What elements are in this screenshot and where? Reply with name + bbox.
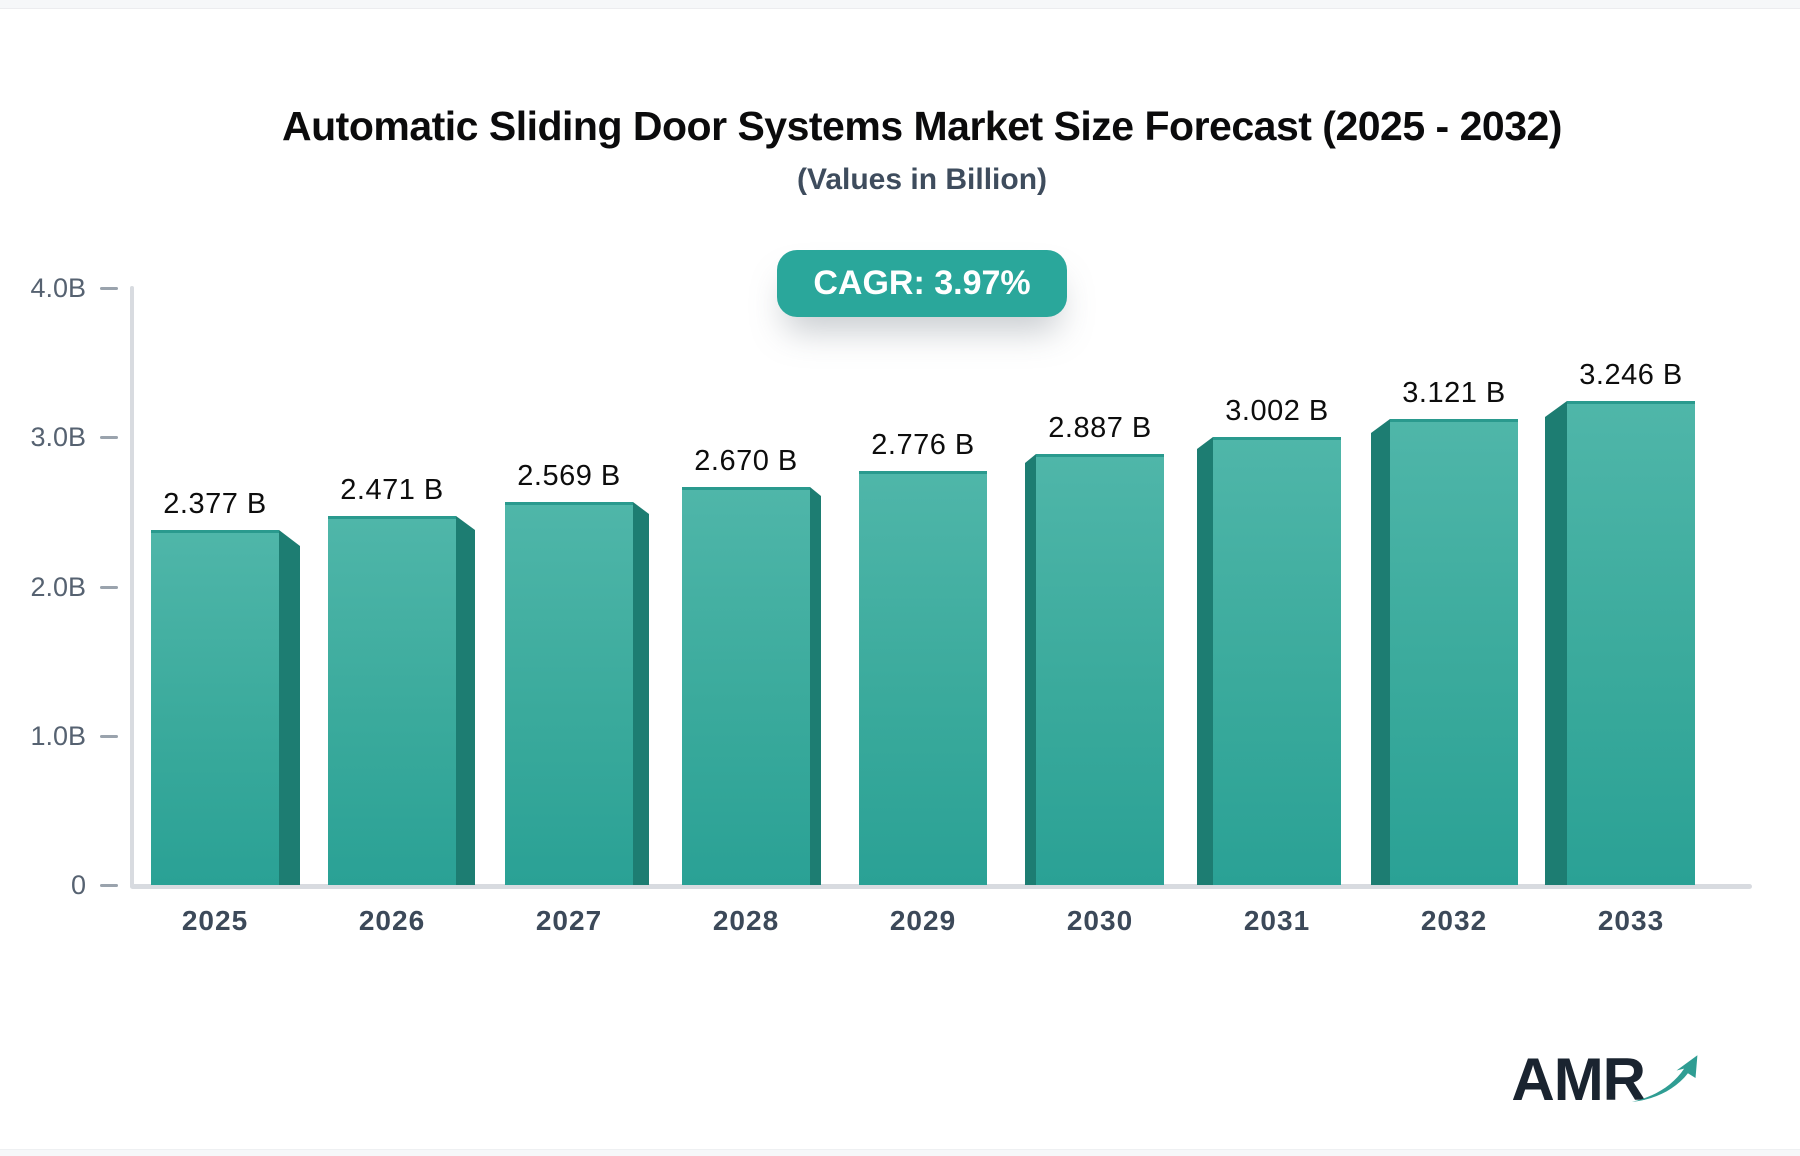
y-axis-tick-label: 1.0B bbox=[30, 720, 86, 751]
bar-front-face bbox=[1213, 437, 1341, 885]
y-axis-tick-mark bbox=[100, 585, 118, 589]
bar-3d-side-face bbox=[1197, 437, 1213, 885]
chart-header: Automatic Sliding Door Systems Market Si… bbox=[0, 102, 1800, 317]
bar-value-label: 2.670 B bbox=[694, 445, 798, 477]
y-axis-tick-mark bbox=[100, 734, 118, 738]
trend-up-arrow-icon bbox=[1631, 1055, 1698, 1102]
page-bottom-strip bbox=[0, 1149, 1800, 1156]
x-axis-category-label: 2026 bbox=[358, 905, 426, 936]
page-top-strip bbox=[0, 0, 1800, 9]
bar-value-label: 3.121 B bbox=[1402, 377, 1506, 409]
amr-logo-text: AMR bbox=[1511, 1046, 1646, 1113]
x-axis-category-label: 2031 bbox=[1243, 905, 1311, 936]
y-axis-tick-mark bbox=[100, 436, 118, 440]
x-axis-category-label: 2025 bbox=[181, 905, 249, 936]
bar-3d-side-face bbox=[279, 530, 300, 885]
chart-subtitle: (Values in Billion) bbox=[796, 163, 1048, 196]
bar-3d-side-face bbox=[810, 487, 821, 885]
x-axis-category-label: 2028 bbox=[712, 905, 780, 936]
bar-value-label: 2.887 B bbox=[1048, 412, 1152, 444]
bar-front-face bbox=[859, 471, 987, 885]
chart-title: Automatic Sliding Door Systems Market Si… bbox=[282, 103, 1562, 149]
bar-front-face bbox=[1390, 419, 1518, 885]
bar-3d-side-face bbox=[633, 502, 649, 885]
bar-value-label: 2.776 B bbox=[871, 429, 975, 461]
x-axis-category-label: 2029 bbox=[889, 905, 957, 936]
bar-2030: 2.887 B 2030 bbox=[1025, 412, 1164, 936]
bar-2033: 3.246 B 2033 bbox=[1545, 359, 1695, 936]
y-axis-line bbox=[130, 286, 134, 888]
bar-value-label: 2.377 B bbox=[163, 488, 267, 520]
x-axis-category-label: 2032 bbox=[1420, 905, 1488, 936]
bar-2031: 3.002 B 2031 bbox=[1197, 395, 1341, 936]
bar-2032: 3.121 B 2032 bbox=[1371, 377, 1518, 936]
bar-3d-side-face bbox=[1371, 419, 1390, 885]
cagr-badge: CAGR: 3.97% bbox=[777, 250, 1067, 317]
bar-value-label: 2.471 B bbox=[340, 474, 444, 506]
bar-front-face bbox=[1036, 454, 1164, 885]
bar-2027: 2.569 B 2027 bbox=[505, 460, 649, 936]
bar-3d-side-face bbox=[1545, 401, 1567, 885]
bar-3d-side-face bbox=[456, 516, 475, 885]
bar-2028: 2.670 B 2028 bbox=[682, 445, 821, 936]
bar-front-face bbox=[151, 530, 279, 885]
bar-front-face bbox=[505, 502, 633, 885]
bar-value-label: 3.246 B bbox=[1579, 359, 1683, 391]
x-axis-category-label: 2030 bbox=[1066, 905, 1134, 936]
bar-3d-side-face bbox=[1025, 454, 1036, 885]
x-axis-baseline bbox=[130, 884, 1752, 889]
y-axis-tick-label: 3.0B bbox=[30, 422, 86, 453]
x-axis-category-label: 2033 bbox=[1597, 905, 1665, 936]
y-axis-tick-mark bbox=[100, 884, 118, 887]
bar-2026: 2.471 B 2026 bbox=[328, 474, 475, 936]
bar-value-label: 2.569 B bbox=[517, 460, 621, 492]
bar-front-face bbox=[682, 487, 810, 885]
y-axis-tick-label: 0 bbox=[70, 870, 86, 900]
bar-2025: 2.377 B 2025 bbox=[151, 488, 300, 936]
y-axis-tick-mark bbox=[100, 287, 118, 290]
x-axis-category-label: 2027 bbox=[535, 905, 603, 936]
bar-2029: 2.776 B 2029 bbox=[859, 429, 987, 936]
amr-logo: AMR bbox=[1511, 1046, 1705, 1113]
bar-front-face bbox=[1567, 401, 1695, 885]
bar-value-label: 3.002 B bbox=[1225, 395, 1329, 427]
y-axis-tick-label: 2.0B bbox=[30, 571, 86, 602]
y-axis-tick-label: 4.0B bbox=[30, 273, 86, 303]
bar-front-face bbox=[328, 516, 456, 885]
